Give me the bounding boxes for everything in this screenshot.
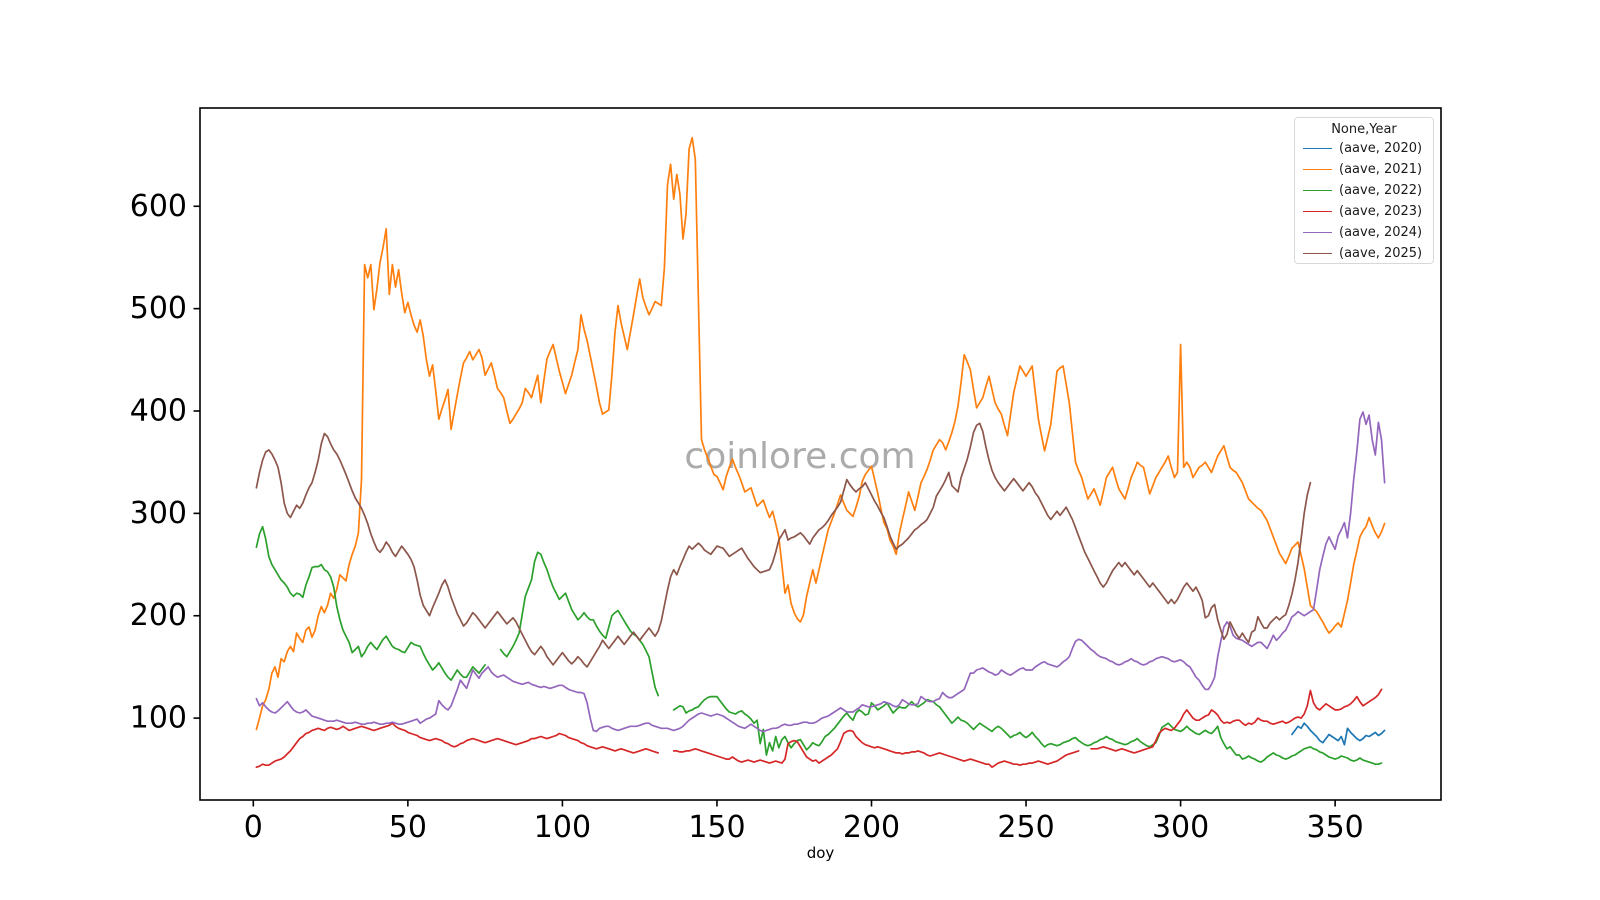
legend-label: (aave, 2025) [1339, 246, 1423, 261]
y-tick-label: 200 [130, 598, 187, 633]
legend-entry-2024: (aave, 2024) [1295, 222, 1433, 243]
legend-entry-2020: (aave, 2020) [1295, 138, 1433, 159]
y-tick-label: 100 [130, 701, 187, 736]
x-tick-label: 0 [244, 810, 263, 845]
legend-line-swatch [1303, 148, 1332, 149]
series-line-aave-2022 [255, 525, 1383, 766]
legend-entries: (aave, 2020) (aave, 2021) (aave, 2022) (aav… [1295, 138, 1433, 264]
series-line-aave-2021 [255, 136, 1386, 731]
x-tick-label: 300 [1152, 810, 1209, 845]
legend-label: (aave, 2023) [1339, 204, 1423, 219]
y-tick-label: 600 [130, 189, 187, 224]
legend-label: (aave, 2022) [1339, 183, 1423, 198]
axes-spines [199, 107, 1442, 801]
legend-line-swatch [1303, 190, 1332, 191]
x-tick-label: 350 [1307, 810, 1364, 845]
x-tick-label: 100 [534, 810, 591, 845]
legend-label: (aave, 2024) [1339, 225, 1423, 240]
legend-entry-2021: (aave, 2021) [1295, 159, 1433, 180]
legend-entry-2022: (aave, 2022) [1295, 180, 1433, 201]
legend-entry-2025: (aave, 2025) [1295, 243, 1433, 264]
y-tick-label: 300 [130, 496, 187, 531]
y-tick-label: 400 [130, 394, 187, 429]
x-tick-label: 200 [843, 810, 900, 845]
series-line-aave-2024 [255, 411, 1386, 733]
legend-line-swatch [1303, 232, 1332, 233]
legend: None,Year (aave, 2020) (aave, 2021) (aave,… [1294, 117, 1434, 264]
watermark: coinlore.com [684, 436, 915, 477]
series-line-aave-2023 [255, 688, 1383, 769]
x-tick-label: 50 [389, 810, 427, 845]
legend-title: None,Year [1331, 122, 1397, 137]
series-line-aave-2025 [255, 422, 1312, 668]
legend-line-swatch [1303, 169, 1332, 170]
series-line-aave-2020 [1291, 722, 1386, 746]
legend-line-swatch [1303, 253, 1332, 254]
x-tick-label: 250 [997, 810, 1054, 845]
legend-line-swatch [1303, 211, 1332, 212]
legend-entry-2023: (aave, 2023) [1295, 201, 1433, 222]
x-axis-label: doy [807, 844, 835, 862]
x-tick-label: 150 [688, 810, 745, 845]
legend-label: (aave, 2020) [1339, 141, 1423, 156]
legend-label: (aave, 2021) [1339, 162, 1423, 177]
y-tick-label: 500 [130, 291, 187, 326]
